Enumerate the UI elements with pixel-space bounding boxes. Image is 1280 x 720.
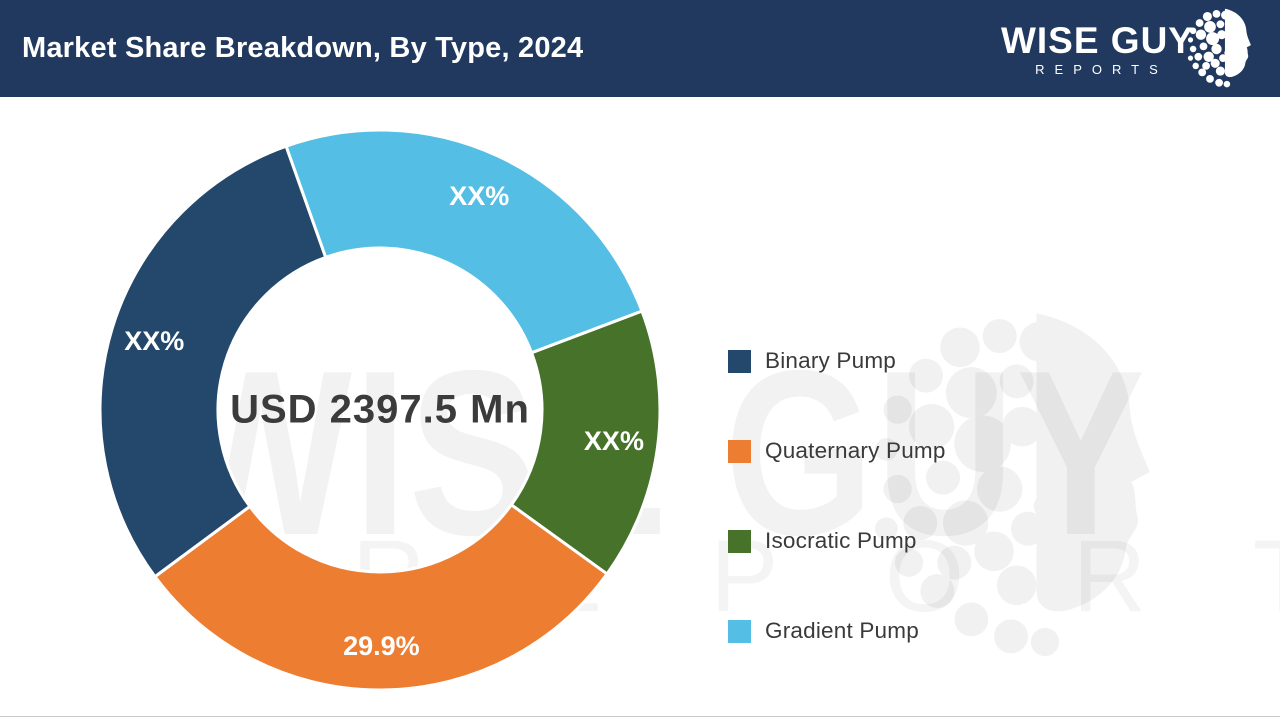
- slice-gradient-pump: [284, 128, 644, 355]
- header-bar: Market Share Breakdown, By Type, 2024 WI…: [0, 0, 1280, 97]
- legend-item-binary-pump: Binary Pump: [728, 347, 946, 375]
- legend-label: Isocratic Pump: [765, 528, 917, 553]
- slice-label-binary-pump: XX%: [124, 326, 184, 356]
- legend-item-quaternary-pump: Quaternary Pump: [728, 437, 946, 465]
- legend-swatch-binary-pump: [728, 349, 751, 373]
- donut-center-value: USD 2397.5 Mn: [230, 387, 530, 432]
- legend-swatch-isocratic-pump: [728, 529, 751, 553]
- legend-item-isocratic-pump: Isocratic Pump: [728, 527, 946, 555]
- legend-swatch-gradient-pump: [728, 619, 751, 643]
- legend-label: Binary Pump: [765, 348, 897, 373]
- slice-label-gradient-pump: XX%: [449, 181, 509, 211]
- legend-label: Quaternary Pump: [765, 438, 946, 463]
- logo-wordmark: WISE GUY: [1000, 19, 1194, 61]
- logo-wiseguy: WISE GUY REPORTS: [1001, 6, 1262, 92]
- legend: Binary Pump Quaternary Pump Isocratic Pu…: [728, 347, 946, 707]
- slice-quaternary-pump: [153, 503, 609, 692]
- logo-face-icon: [1184, 6, 1262, 92]
- slice-label-isocratic-pump: XX%: [584, 426, 644, 456]
- page-title: Market Share Breakdown, By Type, 2024: [22, 32, 584, 64]
- legend-swatch-quaternary-pump: [728, 439, 751, 463]
- chart-area: WISE GUY R E P O R T S XX%XX%29.9%XX% US…: [0, 97, 1280, 720]
- bottom-divider: [0, 715, 1280, 717]
- logo-subtitle: REPORTS: [1035, 61, 1168, 77]
- logo-text: WISE GUY REPORTS: [1001, 22, 1194, 76]
- slice-binary-pump: [98, 144, 328, 579]
- slice-label-quaternary-pump: 29.9%: [343, 631, 420, 661]
- legend-label: Gradient Pump: [765, 618, 919, 643]
- donut-chart: XX% XX% 29.9% XX%: [98, 128, 662, 692]
- legend-item-gradient-pump: Gradient Pump: [728, 617, 946, 645]
